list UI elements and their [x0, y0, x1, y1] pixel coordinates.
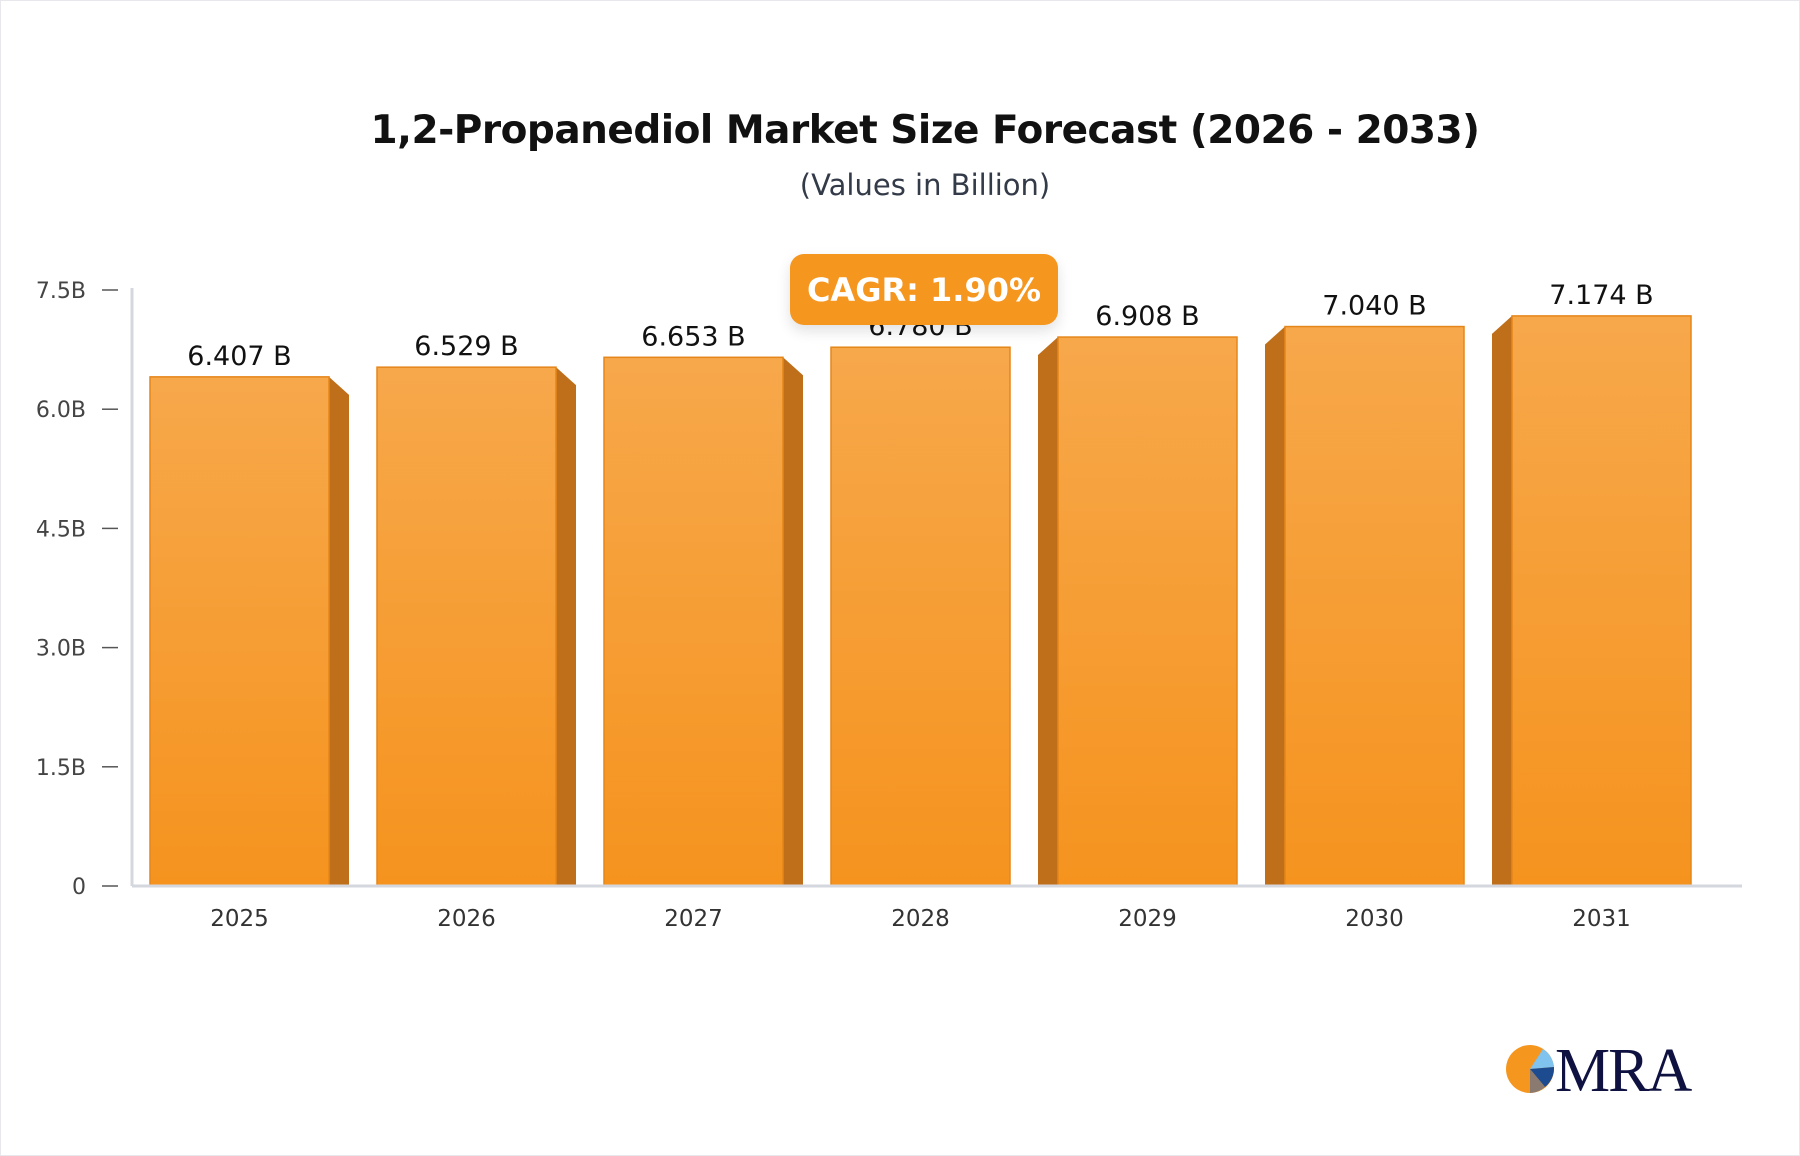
- x-tick-label: 2029: [1118, 906, 1177, 932]
- data-label: 6.529 B: [414, 331, 518, 362]
- bar: [149, 376, 330, 887]
- bar: [603, 356, 784, 887]
- bar-side: [556, 367, 576, 887]
- data-label: 7.040 B: [1322, 291, 1426, 322]
- bar: [376, 366, 557, 887]
- x-tick-label: 2025: [210, 906, 269, 932]
- bar-side: [1038, 337, 1058, 886]
- data-label: 6.908 B: [1095, 301, 1199, 332]
- bar: [1057, 336, 1238, 887]
- bar-side: [329, 376, 349, 886]
- pie-logo-icon: [1506, 1045, 1555, 1093]
- y-tick-label: 3.0B: [36, 637, 86, 662]
- data-label: 6.407 B: [187, 341, 291, 372]
- x-tick-label: 2031: [1572, 906, 1631, 932]
- mra-logo: MRA: [1505, 1037, 1695, 1105]
- data-label: 6.653 B: [641, 321, 745, 352]
- bar-side: [1265, 326, 1285, 886]
- y-tick-label: 6.0B: [36, 398, 86, 423]
- data-label: 7.174 B: [1549, 280, 1653, 311]
- bar-side: [783, 357, 803, 887]
- bar: [830, 346, 1011, 887]
- chart-subtitle: (Values in Billion): [799, 168, 1051, 202]
- logo-text: MRA: [1555, 1037, 1692, 1105]
- y-tick-label: 4.5B: [36, 517, 86, 542]
- cagr-badge: CAGR: 1.90%: [790, 254, 1058, 325]
- bar: [1511, 315, 1692, 887]
- y-tick-label: 1.5B: [36, 756, 86, 781]
- y-tick-label: 0: [72, 875, 86, 900]
- y-tick-label: 7.5B: [36, 279, 86, 304]
- x-tick-label: 2030: [1345, 906, 1404, 932]
- bar-side: [1492, 315, 1512, 886]
- x-tick-label: 2026: [437, 906, 496, 932]
- chart-title: 1,2-Propanediol Market Size Forecast (20…: [370, 108, 1480, 153]
- x-tick-label: 2028: [891, 906, 950, 932]
- x-tick-label: 2027: [664, 906, 723, 932]
- bar: [1284, 325, 1465, 887]
